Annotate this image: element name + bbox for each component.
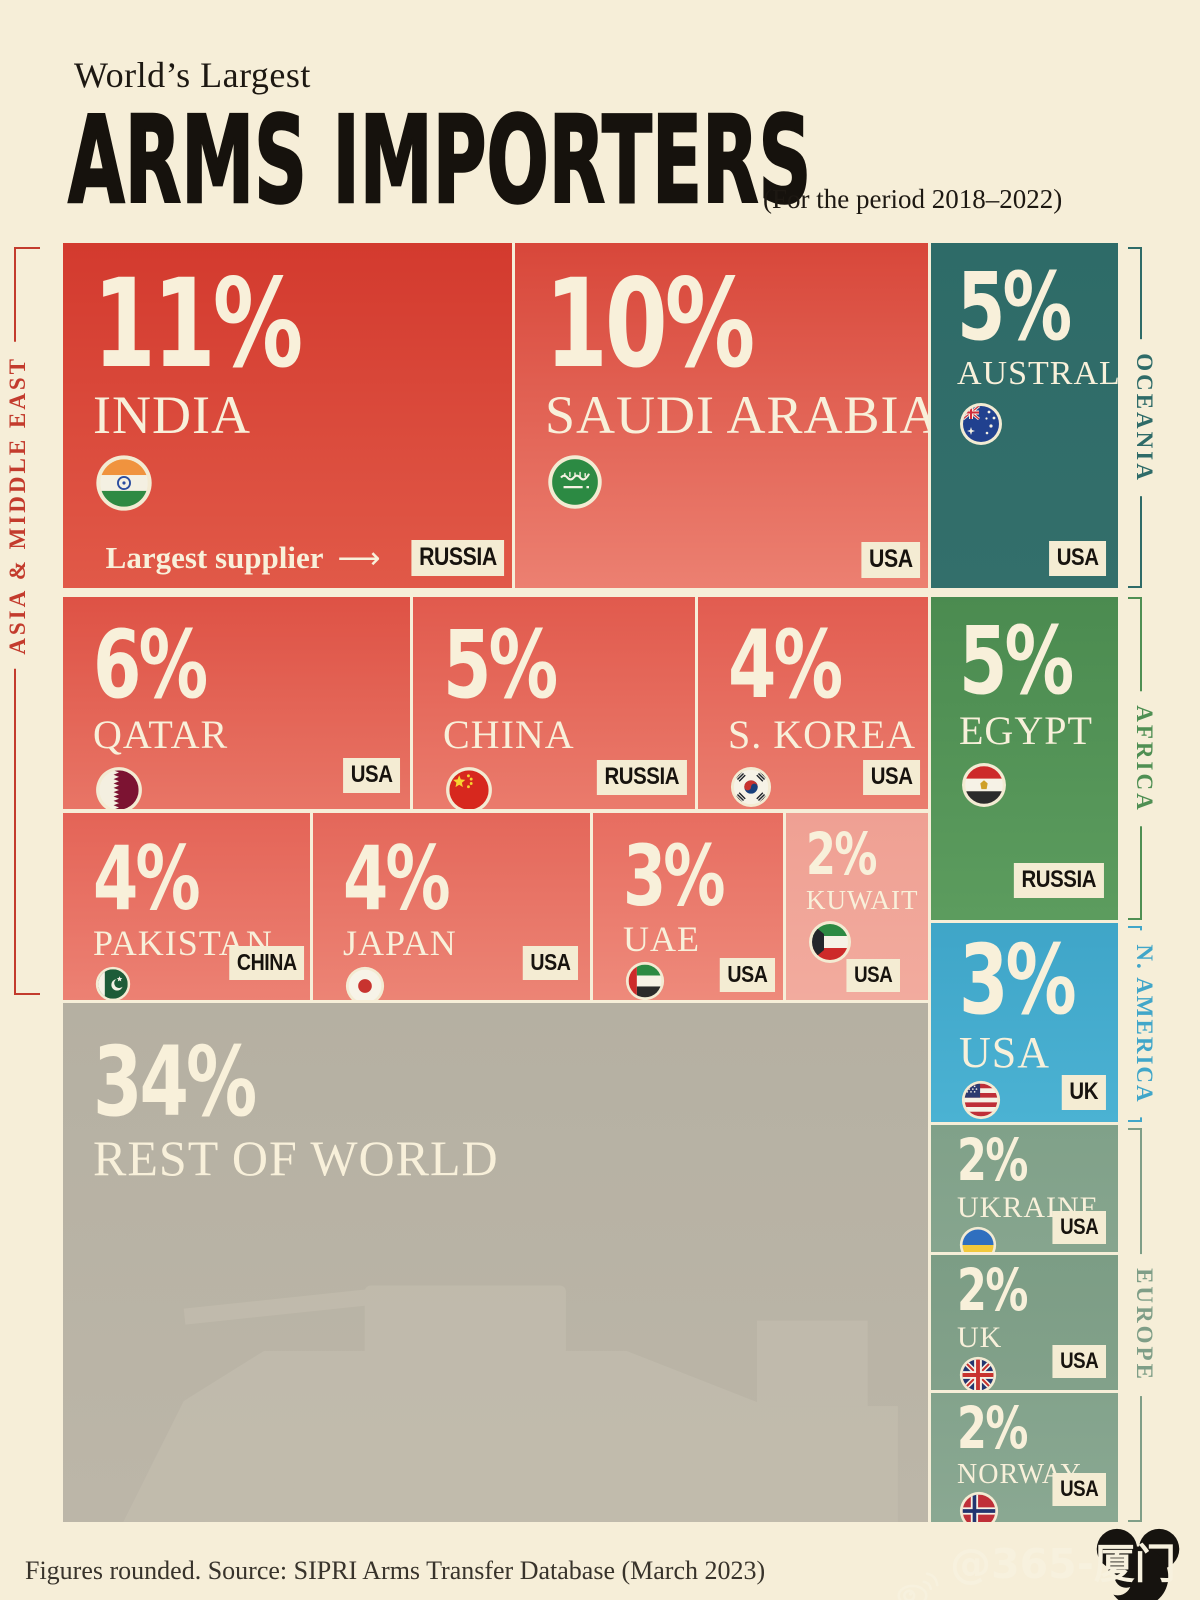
australia-flag xyxy=(960,402,1002,445)
country-name: USA xyxy=(959,1028,1051,1078)
supplier-badge: USA xyxy=(1052,1211,1106,1244)
supplier-badge: USA xyxy=(1052,1473,1106,1506)
tank-silhouette xyxy=(123,1285,898,1522)
share-value: 6% xyxy=(93,611,208,720)
saudi-arabia-flag xyxy=(548,454,602,509)
country-name: KUWAIT xyxy=(806,885,919,916)
treemap-cell-japan: 4% JAPAN USA xyxy=(313,813,590,1000)
uk-flag xyxy=(959,1356,997,1390)
country-name: CHINA xyxy=(443,712,575,758)
supplier-badge: USA xyxy=(1052,1345,1106,1378)
supplier-badge: USA xyxy=(719,958,775,992)
treemap-cell-norway: 2% NORWAY USA xyxy=(931,1393,1118,1522)
country-name: AUSTRALIA xyxy=(957,355,1118,393)
share-value: 34% xyxy=(93,1026,257,1138)
south-korea-flag xyxy=(730,767,772,808)
country-name: EGYPT xyxy=(959,708,1093,754)
china-flag xyxy=(446,767,492,809)
treemap-cell-pakistan: 4% PAKISTAN CHINA xyxy=(63,813,310,1000)
treemap-cell-kuwait: 2% KUWAIT USA xyxy=(786,813,928,1000)
share-value: 2% xyxy=(957,1126,1028,1194)
share-value: 11% xyxy=(93,253,303,395)
kuwait-flag xyxy=(809,921,851,964)
treemap-cell-usa: 3% USA UK xyxy=(931,923,1118,1122)
treemap-cell-ukraine: 2% UKRAINE USA xyxy=(931,1125,1118,1252)
pakistan-flag xyxy=(95,967,131,1000)
watermark: @365-厦门大雨 xyxy=(893,1530,1200,1600)
supplier-badge: UK xyxy=(1062,1075,1106,1110)
country-name: JAPAN xyxy=(343,922,457,963)
share-value: 5% xyxy=(959,607,1074,716)
region-label-oceania: OCEANIA xyxy=(1126,247,1180,588)
largest-supplier-annotation: Largest supplier ⟶ RUSSIA xyxy=(103,540,504,576)
egypt-flag xyxy=(962,763,1006,808)
share-value: 2% xyxy=(806,820,877,888)
share-value: 4% xyxy=(343,827,451,930)
treemap-cell-china: 5% CHINA RUSSIA xyxy=(413,597,695,809)
treemap-cell-uk: 2% UK USA xyxy=(931,1255,1118,1390)
supplier-badge: RUSSIA xyxy=(1014,863,1104,898)
title-subtitle: (For the period 2018–2022) xyxy=(763,184,1063,214)
supplier-badge: RUSSIA xyxy=(410,540,504,576)
treemap-cell-australia: 5% AUSTRALIA USA xyxy=(931,243,1118,588)
japan-flag xyxy=(345,967,385,1000)
usa-flag xyxy=(961,1081,1001,1120)
country-name: UAE xyxy=(623,918,700,959)
title-eyebrow: World’s Largest xyxy=(74,55,311,95)
treemap-cell-south-korea: 4% S. KOREA USA xyxy=(698,597,928,809)
treemap-cell-saudi-arabia: 10% SAUDI ARABIA USA xyxy=(515,243,928,588)
share-value: 2% xyxy=(957,1394,1028,1462)
treemap-cell-egypt: 5% EGYPT RUSSIA xyxy=(931,597,1118,920)
region-name: ASIA & MIDDLE EAST xyxy=(3,342,33,669)
uae-flag xyxy=(625,961,665,1000)
ukraine-flag xyxy=(959,1226,997,1252)
largest-supplier-note: Largest supplier xyxy=(105,540,324,575)
page-title: ARMS IMPORTERS xyxy=(67,91,812,233)
supplier-badge: USA xyxy=(522,946,578,980)
share-value: 3% xyxy=(623,827,726,925)
region-label-n-america: N. AMERICA xyxy=(1126,926,1180,1122)
treemap-cell-uae: 3% UAE USA xyxy=(593,813,783,1000)
norway-flag xyxy=(959,1492,999,1522)
supplier-badge: USA xyxy=(862,760,920,795)
supplier-badge: USA xyxy=(1048,541,1106,576)
country-name: REST OF WORLD xyxy=(93,1130,499,1187)
share-value: 3% xyxy=(959,924,1077,1036)
country-name: S. KOREA xyxy=(728,712,917,758)
region-name: N. AMERICA xyxy=(1129,930,1159,1118)
share-value: 2% xyxy=(957,1256,1028,1324)
region-label-europe: EUROPE xyxy=(1126,1128,1180,1522)
supplier-badge: RUSSIA xyxy=(597,760,687,795)
country-name: UK xyxy=(957,1321,1003,1355)
share-value: 10% xyxy=(545,253,755,395)
region-name: OCEANIA xyxy=(1129,338,1159,497)
qatar-flag xyxy=(96,767,142,809)
supplier-badge: CHINA xyxy=(228,946,304,980)
region-name: EUROPE xyxy=(1129,1254,1159,1396)
supplier-badge: USA xyxy=(342,758,400,793)
country-name: SAUDI ARABIA xyxy=(545,384,928,445)
country-name: QATAR xyxy=(93,712,229,758)
share-value: 5% xyxy=(443,611,558,720)
region-label-africa: AFRICA xyxy=(1126,597,1180,920)
treemap: 11% INDIA Largest supplier ⟶ RUSSIA 10% … xyxy=(63,243,1118,1522)
arrow-icon: ⟶ xyxy=(337,540,381,576)
share-value: 4% xyxy=(93,827,201,930)
region-name: AFRICA xyxy=(1129,690,1159,827)
share-value: 4% xyxy=(728,611,843,720)
india-flag xyxy=(96,454,152,511)
treemap-cell-india: 11% INDIA Largest supplier ⟶ RUSSIA xyxy=(63,243,512,588)
country-name: INDIA xyxy=(93,384,251,445)
region-label-asia-middle-east: ASIA & MIDDLE EAST xyxy=(0,247,54,995)
watermark-handle: @365-厦门大雨 xyxy=(950,1540,1176,1588)
supplier-badge: USA xyxy=(861,542,920,578)
weibo-icon xyxy=(897,1572,939,1600)
visual-capitalist-logo xyxy=(1096,1528,1180,1600)
supplier-badge: USA xyxy=(846,959,900,992)
share-value: 5% xyxy=(957,253,1072,362)
treemap-cell-qatar: 6% QATAR USA xyxy=(63,597,410,809)
source-note: Figures rounded. Source: SIPRI Arms Tran… xyxy=(25,1556,766,1585)
treemap-cell-rest-of-world: 34% REST OF WORLD xyxy=(63,1003,928,1522)
